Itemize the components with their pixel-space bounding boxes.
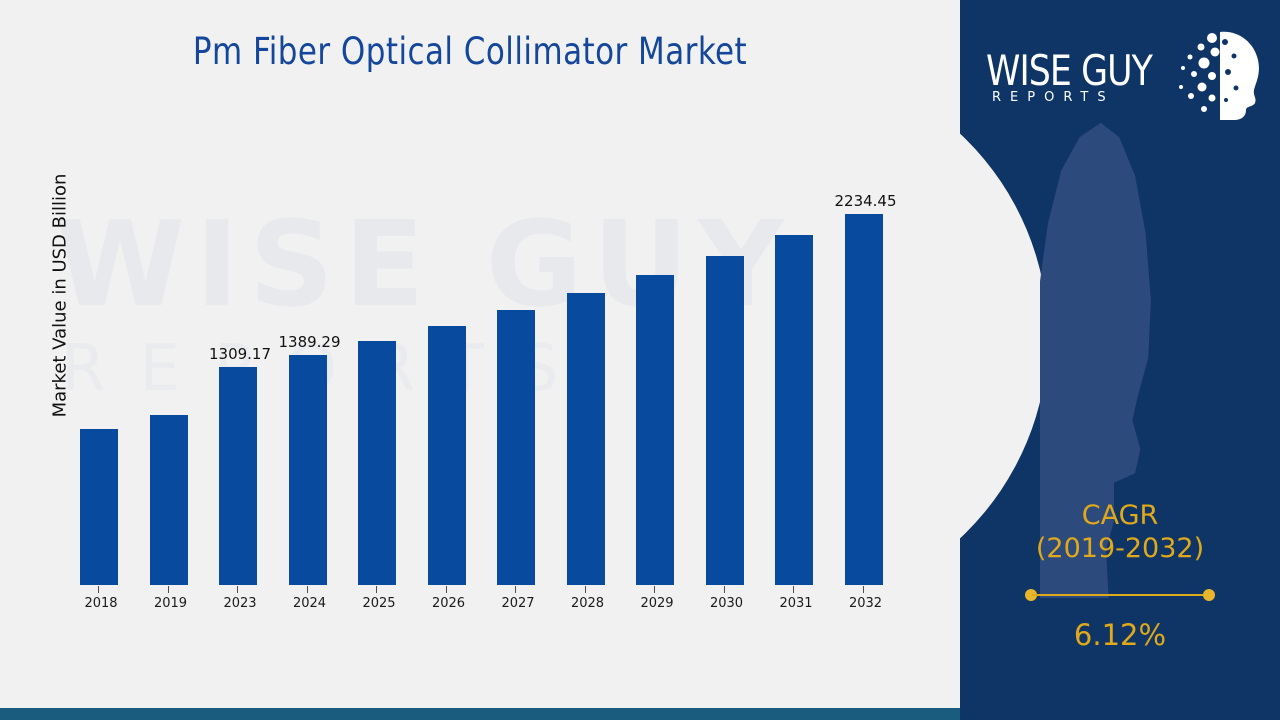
- x-tick-label-2028: 2028: [570, 596, 605, 611]
- cagr-divider-line: [1032, 593, 1208, 596]
- x-axis-tick: [167, 586, 169, 593]
- bar-2025[interactable]: [358, 341, 396, 585]
- bar-slot: [418, 150, 480, 593]
- bar-slot: [348, 150, 410, 593]
- y-axis-title: Market Value in USD Billion: [49, 173, 71, 418]
- bar-2024[interactable]: [288, 355, 327, 585]
- bar-2030[interactable]: [705, 256, 744, 585]
- bar-2032[interactable]: [844, 214, 883, 585]
- bar-slot: 1389.29: [278, 150, 341, 593]
- x-axis-tick: [306, 586, 308, 593]
- bar-slot: [765, 150, 827, 593]
- cagr-label: CAGR: [1081, 500, 1159, 531]
- x-axis-tick: [445, 586, 447, 593]
- x-tick-label-2031: 2031: [779, 596, 813, 611]
- brand-panel: WISE GUY REPORTS CAGR (2019-2032): [960, 0, 1280, 720]
- x-axis-tick: [654, 586, 655, 593]
- cagr-value: 6.12%: [1073, 617, 1167, 652]
- chart-panel: Pm Fiber Optical Collimator Market WISE …: [49, 30, 900, 611]
- dotted-head-profile-icon: [1179, 31, 1259, 120]
- x-tick-label-2019: 2019: [153, 596, 188, 611]
- x-axis-tick: [793, 586, 794, 593]
- cagr-range: (2019-2032): [1035, 532, 1205, 564]
- bar-2018[interactable]: [80, 429, 118, 585]
- x-tick-label-2027: 2027: [501, 596, 535, 611]
- bar-slot: [557, 150, 619, 593]
- bar-2026[interactable]: [427, 326, 466, 585]
- x-axis-tick: [376, 586, 377, 593]
- bar-2029[interactable]: [636, 275, 674, 585]
- logo-subtitle: REPORTS: [992, 90, 1115, 105]
- bar-2028[interactable]: [566, 293, 605, 585]
- x-axis-tick: [584, 586, 586, 593]
- logo-wordmark: WISE GUY: [986, 46, 1153, 95]
- x-axis-tick: [515, 586, 516, 593]
- x-tick-label-2024: 2024: [292, 596, 327, 611]
- x-tick-label-2030: 2030: [709, 596, 744, 611]
- bar-value-label-2024: 1389.29: [278, 333, 341, 351]
- x-tick-label-2026: 2026: [431, 596, 466, 611]
- bar-slot: [140, 150, 202, 593]
- cagr-block: CAGR (2019-2032) 6.12%: [960, 500, 1280, 652]
- bar-value-label-2032: 2234.45: [834, 192, 897, 210]
- x-axis-tick: [723, 586, 725, 593]
- bar-slot: [626, 150, 688, 593]
- x-tick-label-2025: 2025: [362, 596, 396, 611]
- bar-chart-plot-area: 1309.17 1389.29 2234.45: [70, 150, 900, 593]
- bar-2019[interactable]: [149, 415, 188, 585]
- x-axis-tick: [98, 586, 99, 593]
- bar-slot: 1309.17: [208, 150, 272, 593]
- bar-slot: [696, 150, 758, 593]
- wiseguy-logo: WISE GUY REPORTS: [960, 24, 1280, 124]
- bar-2031[interactable]: [775, 235, 813, 585]
- bar-2023[interactable]: [219, 367, 257, 585]
- x-tick-label-2018: 2018: [84, 596, 118, 611]
- cagr-divider: [1025, 588, 1215, 602]
- x-axis-line: [70, 585, 900, 586]
- x-axis-tick: [237, 586, 238, 593]
- cagr-divider-knob-left: [1025, 588, 1037, 601]
- cagr-divider-knob-right: [1203, 588, 1215, 601]
- bar-slot: 2234.45: [834, 150, 897, 593]
- bar-2027[interactable]: [497, 310, 535, 585]
- x-axis-tick: [862, 586, 864, 593]
- x-tick-label-2029: 2029: [640, 596, 674, 611]
- x-tick-label-2023: 2023: [223, 596, 257, 611]
- bar-value-label-2023: 1309.17: [208, 345, 272, 363]
- bar-slot: [487, 150, 549, 593]
- bar-slot: [70, 150, 132, 593]
- page-title: Pm Fiber Optical Collimator Market: [192, 30, 748, 73]
- x-tick-label-2032: 2032: [848, 596, 883, 611]
- footer-strip: [0, 708, 960, 720]
